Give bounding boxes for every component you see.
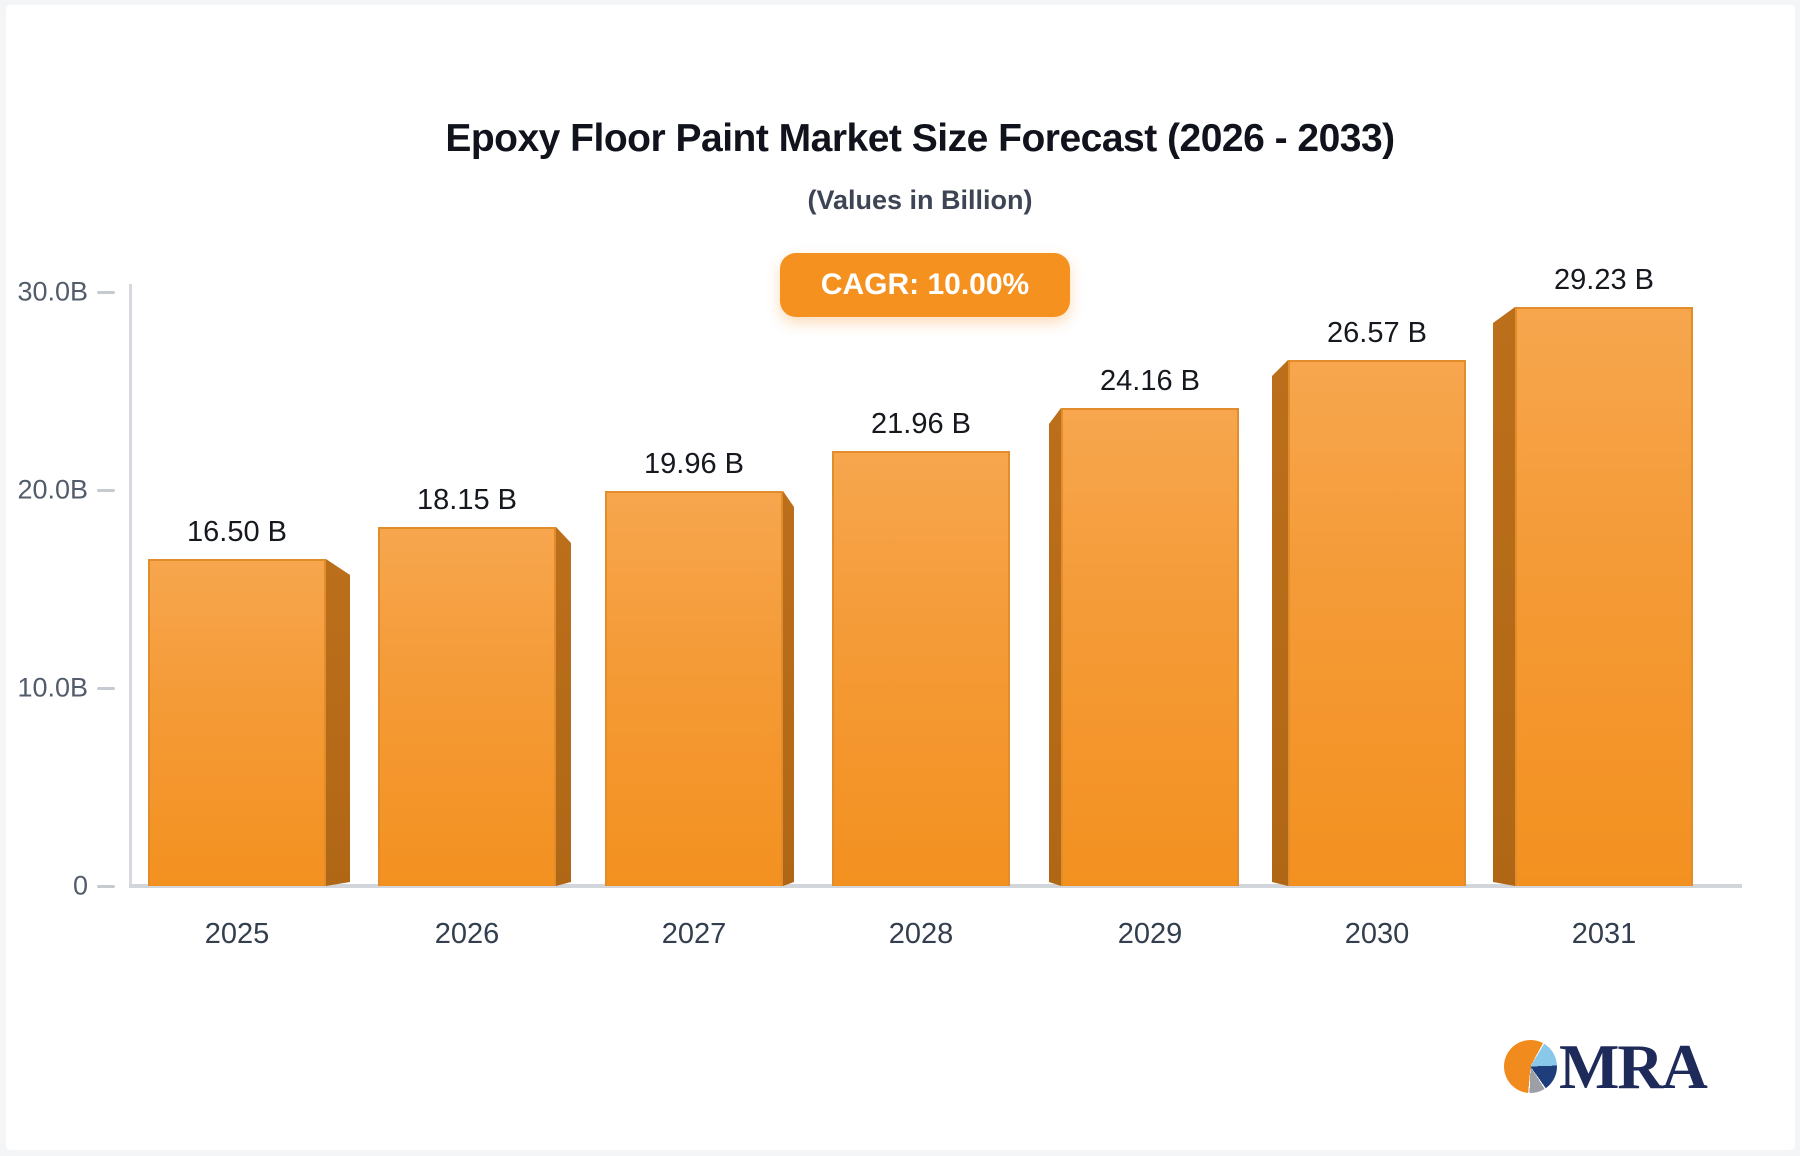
x-axis-label: 2031 (1571, 918, 1637, 950)
bar-value-label: 21.96 B (871, 408, 971, 440)
x-axis-label: 2025 (204, 918, 270, 950)
bar (605, 491, 783, 886)
bar-side-face (783, 491, 794, 886)
y-axis-tick-mark (97, 687, 115, 690)
bar-side-face (1493, 307, 1515, 886)
x-axis-label: 2028 (888, 918, 954, 950)
y-axis-tick-mark (97, 489, 115, 492)
x-axis-label: 2027 (661, 918, 727, 950)
y-axis-tick-label: 0 (72, 870, 88, 901)
chart-title: Epoxy Floor Paint Market Size Forecast (… (445, 117, 1395, 160)
bar-side-face (556, 527, 571, 886)
bar-value-label: 16.50 B (187, 516, 287, 548)
bar-value-label: 19.96 B (644, 448, 744, 480)
bar-side-face (326, 559, 350, 886)
y-axis-tick-label: 10.0B (17, 672, 88, 703)
bar-value-label: 18.15 B (417, 484, 517, 516)
x-axis-label: 2030 (1344, 918, 1410, 950)
bar (1288, 360, 1466, 886)
bar (378, 527, 556, 886)
y-axis-tick-label: 20.0B (17, 474, 88, 505)
bar (1515, 307, 1693, 886)
brand-logo: MRA (1504, 1031, 1708, 1102)
pie-chart-icon (1504, 1040, 1557, 1093)
bar-side-face (1272, 360, 1288, 886)
y-axis-tick-label: 30.0B (17, 276, 88, 307)
y-axis-line (129, 284, 132, 887)
brand-name: MRA (1559, 1031, 1708, 1102)
cagr-badge: CAGR: 10.00% (780, 253, 1070, 317)
y-axis-tick-mark (97, 885, 115, 888)
chart-subtitle: (Values in Billion) (807, 184, 1033, 215)
bar-value-label: 24.16 B (1100, 365, 1200, 397)
bar-value-label: 26.57 B (1327, 317, 1427, 349)
x-axis-baseline (129, 884, 1742, 888)
bar (1061, 408, 1239, 886)
bar-side-face (1049, 408, 1061, 886)
bar-value-label: 29.23 B (1554, 264, 1654, 296)
bar (832, 451, 1010, 886)
y-axis-tick-mark (97, 291, 115, 294)
x-axis-label: 2029 (1117, 918, 1183, 950)
x-axis-label: 2026 (434, 918, 500, 950)
chart-header: Epoxy Floor Paint Market Size Forecast (… (40, 116, 1800, 216)
bar (148, 559, 326, 886)
